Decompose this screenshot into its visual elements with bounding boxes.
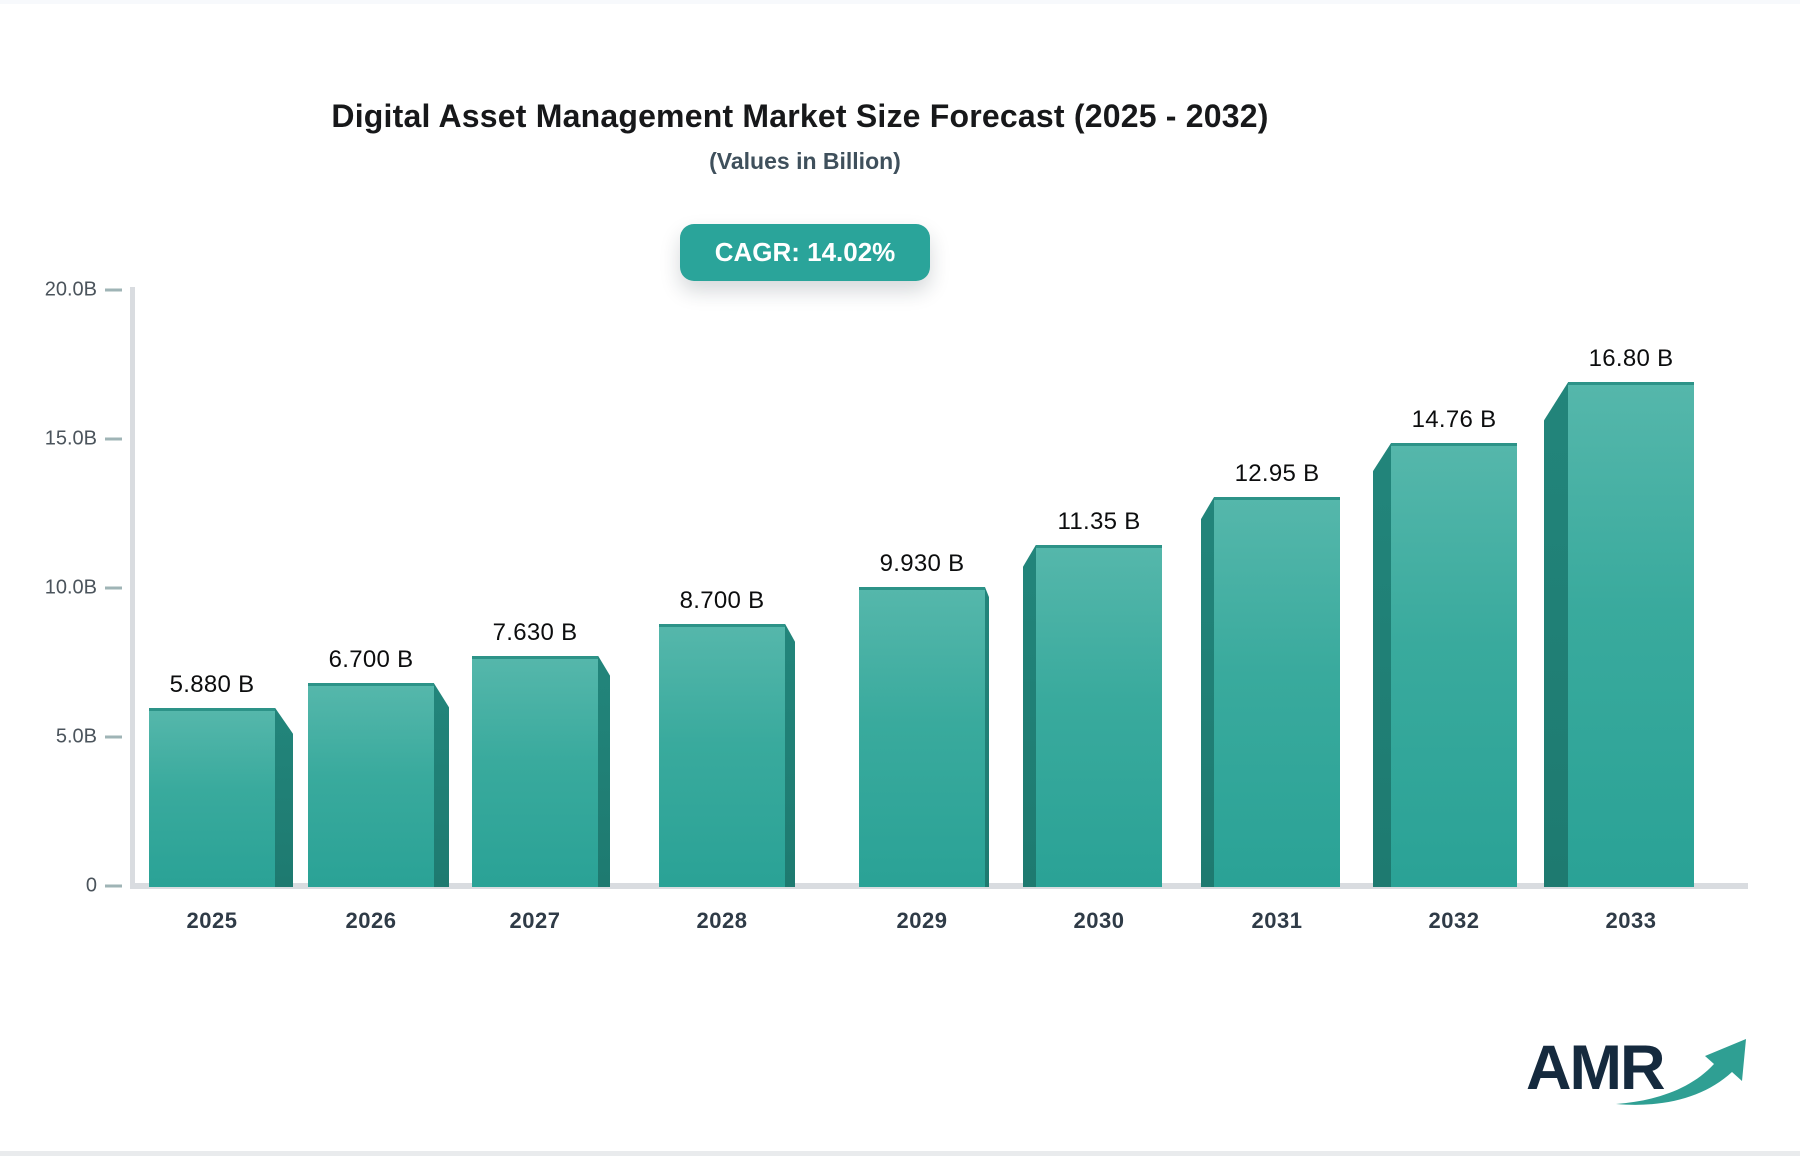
bar-side-panel bbox=[1544, 382, 1568, 887]
bar bbox=[1214, 497, 1340, 887]
bar-side-panel bbox=[275, 707, 293, 887]
y-tick-label: 5.0B bbox=[55, 725, 97, 748]
bar-side-panel bbox=[785, 623, 795, 887]
y-tick-dash bbox=[105, 437, 122, 441]
x-category-label: 2028 bbox=[696, 908, 748, 933]
bar bbox=[1391, 443, 1517, 887]
bar-side-panel bbox=[1023, 544, 1036, 887]
x-category-label: 2026 bbox=[345, 908, 397, 933]
y-tick-label: 10.0B bbox=[44, 576, 97, 599]
bar-value-label: 5.880 B bbox=[169, 670, 255, 698]
bar-value-label: 9.930 B bbox=[879, 550, 965, 578]
chart-subtitle: (Values in Billion) bbox=[709, 148, 901, 174]
bar-value-label: 7.630 B bbox=[492, 618, 578, 646]
bar-group: 11.35 B bbox=[1023, 500, 1162, 887]
bar-value-label: 12.95 B bbox=[1234, 460, 1320, 488]
brand-logo-text: AMR bbox=[1526, 1033, 1665, 1103]
bar bbox=[308, 683, 434, 887]
bar-side-panel bbox=[598, 655, 610, 887]
y-tick-dash bbox=[105, 884, 122, 888]
bar-group: 8.700 B bbox=[659, 579, 795, 887]
bar-group: 7.630 B bbox=[472, 611, 610, 887]
bar-group: 16.80 B bbox=[1544, 337, 1694, 887]
bottom-edge-strip bbox=[0, 1151, 1800, 1156]
x-category-label: 2032 bbox=[1428, 908, 1480, 933]
cagr-badge-label: CAGR: 14.02% bbox=[714, 237, 896, 267]
bar-side-panel bbox=[434, 683, 449, 887]
x-category-label: 2025 bbox=[186, 908, 238, 933]
x-category-label: 2029 bbox=[896, 908, 948, 933]
bar-group: 5.880 B bbox=[149, 663, 293, 887]
growth-arrow-icon bbox=[1616, 1039, 1746, 1105]
bar bbox=[1568, 382, 1694, 887]
x-category-label: 2030 bbox=[1073, 908, 1125, 933]
y-tick-dash bbox=[105, 586, 122, 590]
brand-logo: AMR bbox=[1526, 1032, 1756, 1112]
y-tick-dash bbox=[105, 288, 122, 292]
bar-group: 14.76 B bbox=[1373, 398, 1517, 887]
y-axis-line bbox=[130, 287, 135, 888]
x-category-label: 2027 bbox=[509, 908, 561, 933]
x-category-label: 2031 bbox=[1251, 908, 1303, 933]
bar-group: 6.700 B bbox=[308, 638, 449, 887]
bar-value-label: 16.80 B bbox=[1588, 345, 1674, 373]
bar-value-label: 11.35 B bbox=[1057, 507, 1141, 535]
bar bbox=[859, 587, 985, 887]
bar bbox=[659, 623, 785, 887]
bar bbox=[472, 655, 598, 887]
y-tick-dash bbox=[105, 735, 122, 739]
bar bbox=[149, 707, 275, 887]
bar-value-label: 8.700 B bbox=[679, 586, 765, 614]
y-tick-label: 0 bbox=[85, 874, 97, 897]
y-tick-label: 15.0B bbox=[44, 427, 97, 450]
bar-value-label: 6.700 B bbox=[328, 646, 414, 674]
top-edge-strip bbox=[0, 0, 1800, 4]
cagr-badge: CAGR: 14.02% bbox=[680, 224, 930, 281]
bar bbox=[1036, 544, 1162, 887]
bar-value-label: 14.76 B bbox=[1411, 406, 1497, 434]
bar-group: 9.930 B bbox=[859, 542, 989, 887]
bar-side-panel bbox=[1201, 497, 1214, 887]
bar-side-panel bbox=[1373, 443, 1391, 887]
bar-side-panel bbox=[985, 587, 989, 887]
y-tick-label: 20.0B bbox=[44, 278, 97, 301]
chart-title: Digital Asset Management Market Size For… bbox=[331, 98, 1269, 134]
bar-group: 12.95 B bbox=[1201, 452, 1340, 887]
x-category-label: 2033 bbox=[1605, 908, 1657, 933]
